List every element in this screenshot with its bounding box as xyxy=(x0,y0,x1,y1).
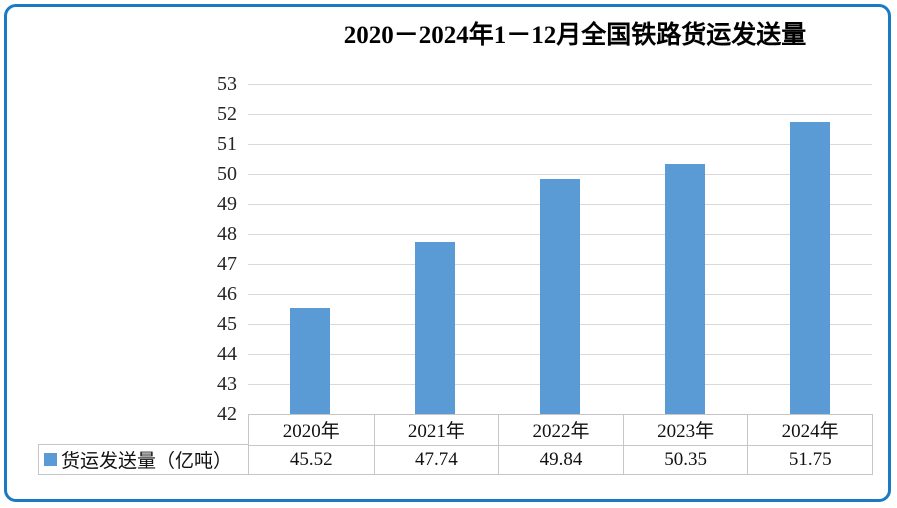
category-cell: 2024年 xyxy=(747,415,872,445)
bar-2023年 xyxy=(664,163,705,414)
bar-2022年 xyxy=(540,178,580,414)
gridline-52 xyxy=(248,114,872,115)
value-cell: 47.74 xyxy=(373,444,499,474)
y-axis-tick-label: 47 xyxy=(217,253,237,275)
legend-cell: 货运发送量（亿吨） xyxy=(38,444,249,475)
value-cell: 51.75 xyxy=(747,444,872,474)
y-axis-tick-label: 50 xyxy=(217,163,237,185)
y-axis-tick-label: 45 xyxy=(217,313,237,335)
y-axis-tick-label: 44 xyxy=(217,343,237,365)
legend-label: 货运发送量（亿吨） xyxy=(61,451,233,472)
category-cell: 2021年 xyxy=(373,415,499,445)
y-axis-tick-label: 51 xyxy=(217,133,237,155)
value-cell: 49.84 xyxy=(498,444,623,474)
y-axis-tick-label: 42 xyxy=(217,403,237,425)
y-axis-tick-label: 43 xyxy=(217,373,237,395)
y-axis-tick-label: 53 xyxy=(217,73,237,95)
y-axis-tick-label: 48 xyxy=(217,223,237,245)
value-cell: 45.52 xyxy=(249,444,374,475)
y-axis-tick-label: 49 xyxy=(217,193,237,215)
category-cell: 2020年 xyxy=(282,421,340,443)
bar-2021年 xyxy=(415,241,456,414)
category-cell: 2022年 xyxy=(498,415,623,445)
gridline-50 xyxy=(248,174,872,175)
bar-2024年 xyxy=(789,121,830,414)
value-cell: 50.35 xyxy=(622,444,748,474)
chart-title: 2020－2024年1－12月全国铁路货运发送量 xyxy=(343,22,807,49)
category-cell: 2023年 xyxy=(622,415,748,445)
gridline-51 xyxy=(248,144,872,145)
data-table: 2020年 2021年 2022年 2023年 2024年 45.52 47.74 49.84… xyxy=(248,414,873,475)
y-axis-tick-label: 46 xyxy=(217,283,237,305)
y-axis-tick-label: 52 xyxy=(217,103,237,125)
bar-2020年 xyxy=(290,308,331,414)
gridline-53 xyxy=(248,84,872,85)
legend-square-icon xyxy=(44,453,57,466)
